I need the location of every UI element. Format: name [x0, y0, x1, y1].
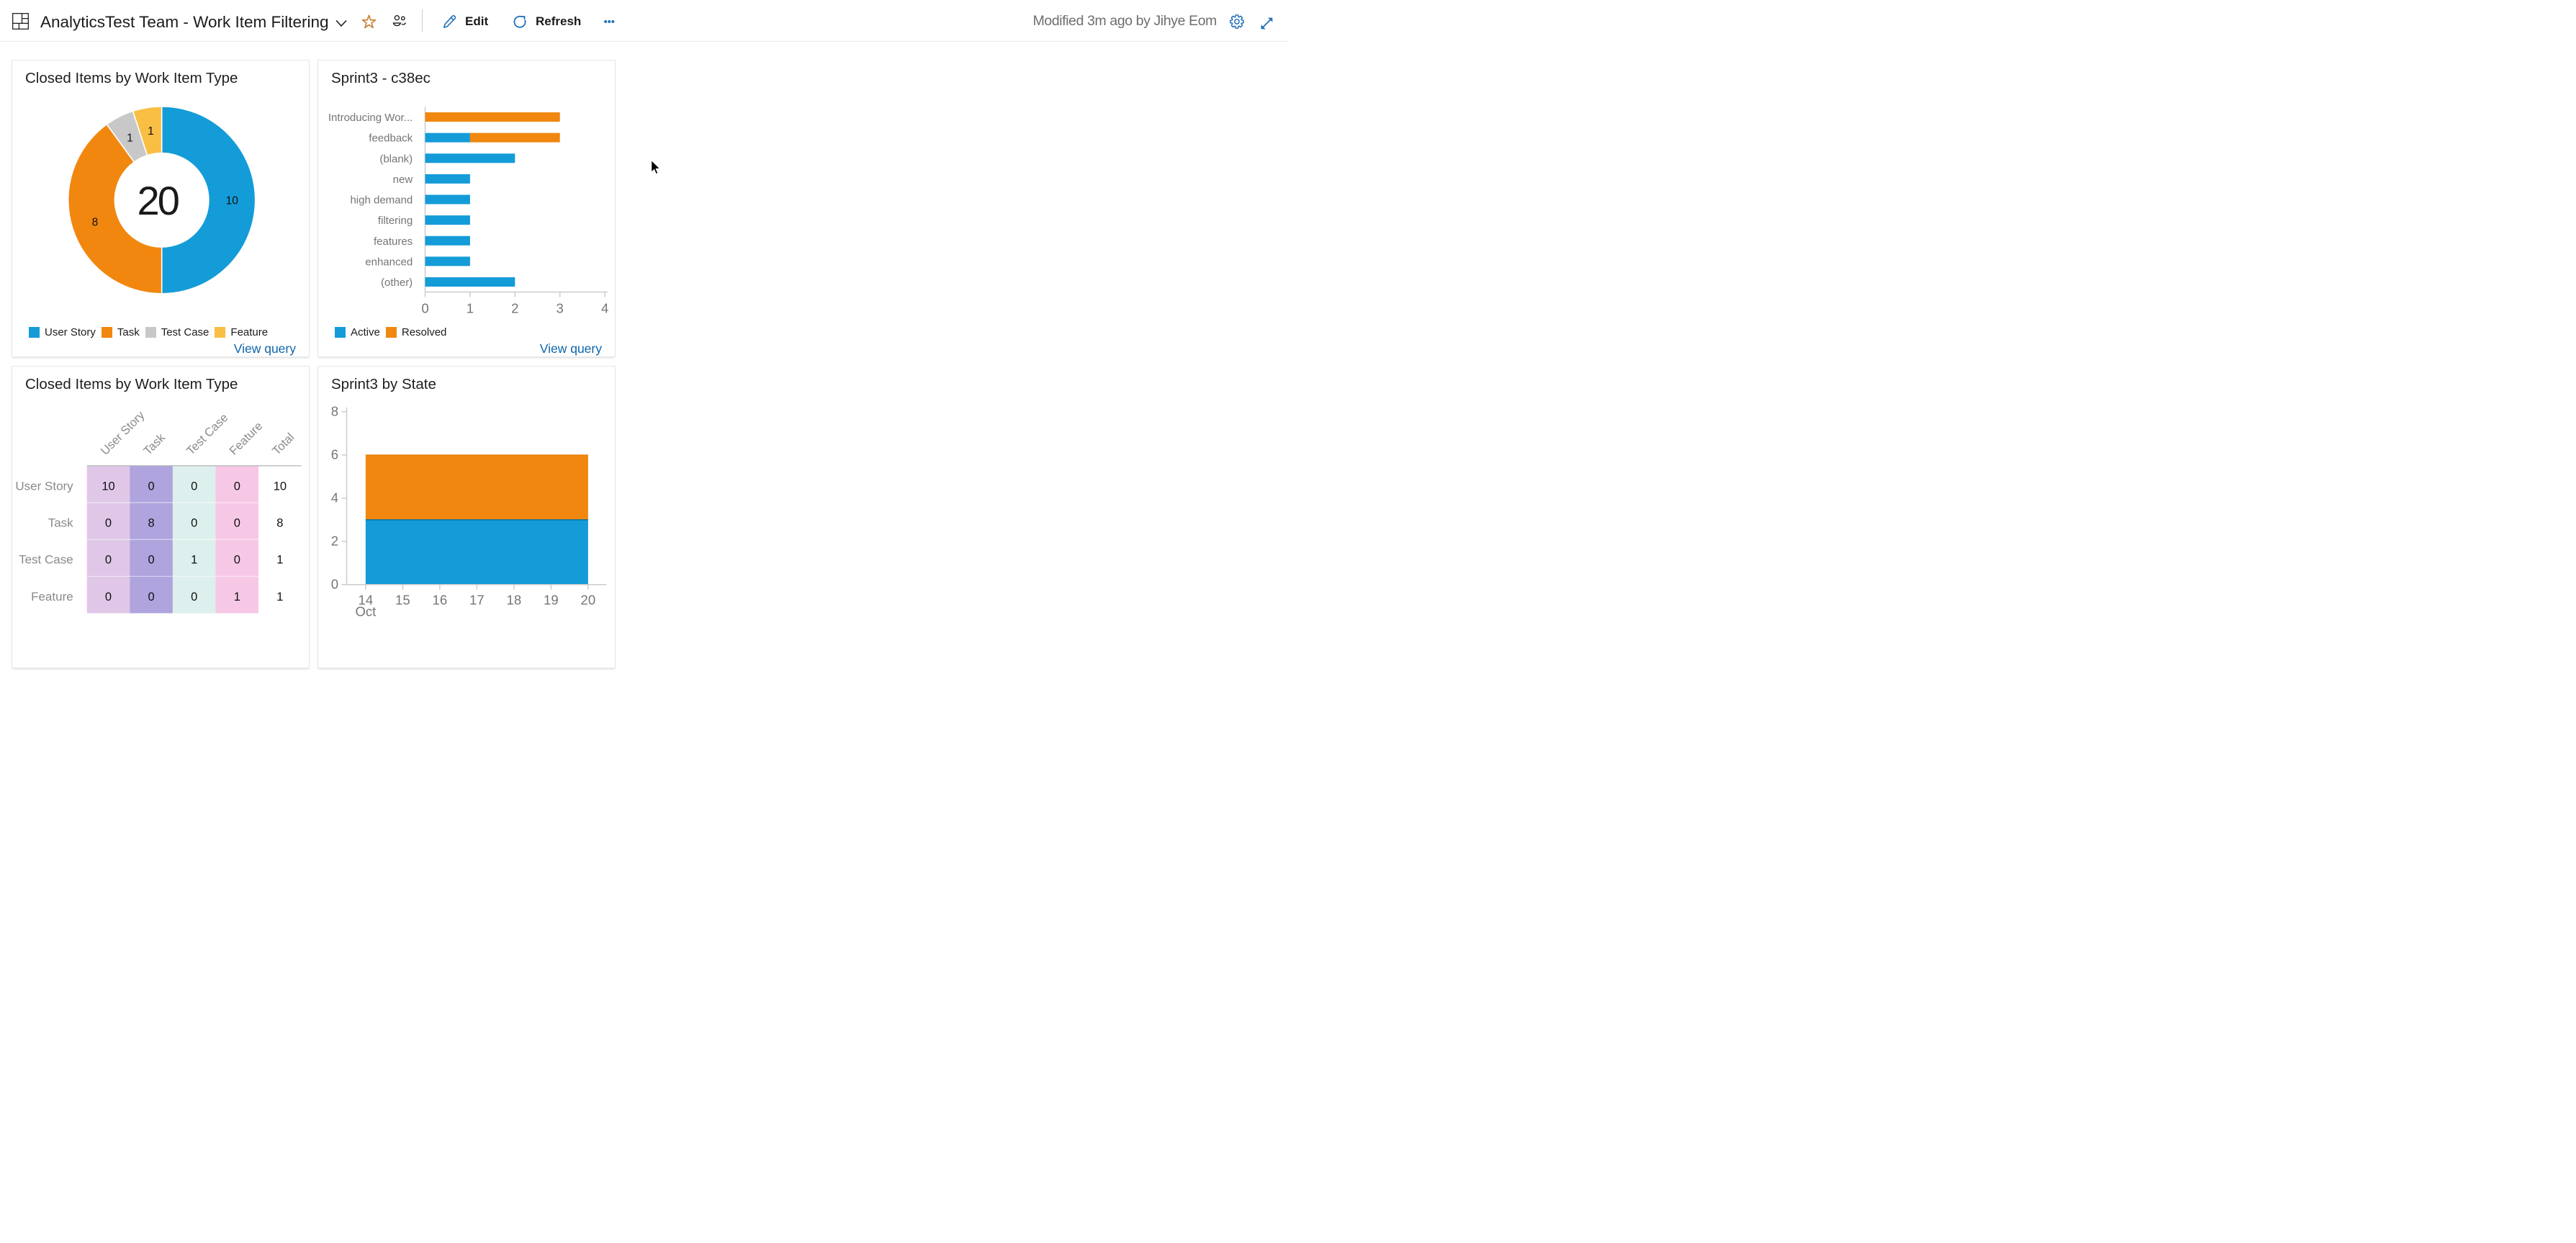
- svg-text:4: 4: [601, 301, 608, 316]
- svg-text:18: 18: [507, 593, 522, 608]
- svg-text:Feature: Feature: [227, 420, 265, 458]
- svg-text:Test Case: Test Case: [184, 411, 231, 458]
- svg-text:0: 0: [234, 517, 240, 530]
- svg-text:8: 8: [331, 404, 338, 419]
- svg-text:User Story: User Story: [15, 479, 73, 493]
- svg-text:new: new: [393, 174, 413, 186]
- svg-text:Total: Total: [270, 431, 297, 457]
- svg-text:16: 16: [433, 593, 448, 608]
- svg-text:4: 4: [331, 490, 338, 506]
- svg-text:15: 15: [395, 593, 410, 608]
- svg-text:Test Case: Test Case: [19, 553, 73, 567]
- svg-text:10: 10: [226, 194, 239, 207]
- svg-text:0: 0: [234, 554, 240, 567]
- svg-text:10: 10: [102, 480, 114, 493]
- svg-text:0: 0: [234, 480, 240, 493]
- svg-text:Feature: Feature: [31, 590, 73, 603]
- svg-text:1: 1: [234, 591, 240, 603]
- svg-text:(other): (other): [381, 277, 413, 289]
- svg-text:feedback: feedback: [369, 133, 413, 145]
- svg-text:8: 8: [92, 216, 99, 228]
- svg-text:0: 0: [105, 554, 112, 567]
- svg-text:filtering: filtering: [378, 215, 413, 227]
- svg-text:features: features: [374, 235, 413, 248]
- svg-text:1: 1: [276, 554, 283, 567]
- svg-text:20: 20: [581, 593, 596, 608]
- svg-text:19: 19: [544, 593, 559, 608]
- svg-text:0: 0: [191, 591, 197, 603]
- svg-text:Task: Task: [48, 516, 73, 530]
- svg-text:14: 14: [359, 593, 374, 608]
- svg-text:20: 20: [138, 178, 179, 223]
- svg-text:Oct: Oct: [355, 604, 376, 619]
- svg-text:0: 0: [148, 480, 155, 493]
- svg-text:1: 1: [127, 132, 133, 144]
- svg-text:0: 0: [148, 554, 155, 567]
- svg-text:Task: Task: [141, 431, 168, 457]
- svg-text:User Story: User Story: [99, 408, 148, 457]
- svg-text:6: 6: [331, 447, 338, 462]
- svg-text:0: 0: [191, 517, 197, 530]
- svg-text:0: 0: [148, 591, 155, 603]
- svg-text:1: 1: [191, 554, 197, 567]
- svg-text:1: 1: [276, 591, 283, 603]
- svg-text:enhanced: enhanced: [365, 256, 413, 268]
- svg-text:0: 0: [331, 577, 338, 592]
- svg-text:(blank): (blank): [379, 153, 413, 165]
- svg-text:0: 0: [105, 517, 112, 530]
- svg-text:high demand: high demand: [350, 194, 413, 207]
- svg-text:1: 1: [467, 301, 474, 316]
- svg-text:0: 0: [421, 301, 428, 316]
- svg-text:0: 0: [105, 591, 112, 603]
- svg-text:17: 17: [469, 593, 485, 608]
- svg-text:1: 1: [148, 125, 154, 138]
- svg-text:10: 10: [274, 480, 287, 493]
- svg-text:Introducing Wor...: Introducing Wor...: [328, 112, 413, 124]
- svg-text:3: 3: [557, 301, 564, 316]
- svg-text:0: 0: [191, 480, 197, 493]
- svg-text:2: 2: [511, 301, 518, 316]
- svg-text:2: 2: [331, 534, 338, 549]
- svg-text:8: 8: [148, 517, 155, 530]
- svg-text:8: 8: [276, 517, 283, 530]
